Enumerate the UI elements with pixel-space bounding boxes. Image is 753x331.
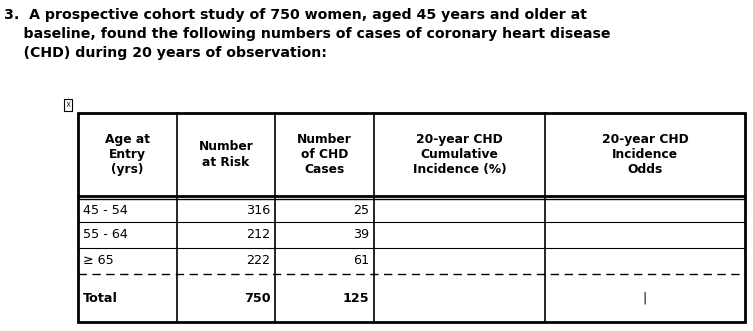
Text: 316: 316 <box>246 204 270 217</box>
Text: 25: 25 <box>353 204 369 217</box>
Text: 61: 61 <box>353 255 369 267</box>
Text: 212: 212 <box>246 228 270 242</box>
Text: 125: 125 <box>343 292 369 305</box>
Text: 20-year CHD
Incidence
Odds: 20-year CHD Incidence Odds <box>602 133 688 176</box>
Text: Number
of CHD
Cases: Number of CHD Cases <box>297 133 352 176</box>
Bar <box>78 113 745 322</box>
Text: 222: 222 <box>246 255 270 267</box>
Text: ≥ 65: ≥ 65 <box>83 255 114 267</box>
Text: Total: Total <box>83 292 118 305</box>
Text: Number
at Risk: Number at Risk <box>199 140 254 168</box>
Text: baseline, found the following numbers of cases of coronary heart disease: baseline, found the following numbers of… <box>4 27 611 41</box>
Text: 39: 39 <box>353 228 369 242</box>
Text: ☓: ☓ <box>66 100 71 110</box>
Text: 3.  A prospective cohort study of 750 women, aged 45 years and older at: 3. A prospective cohort study of 750 wom… <box>4 8 587 22</box>
Text: |: | <box>643 292 647 305</box>
Text: 45 - 54: 45 - 54 <box>83 204 128 217</box>
Text: 55 - 64: 55 - 64 <box>83 228 128 242</box>
Text: 20-year CHD
Cumulative
Incidence (%): 20-year CHD Cumulative Incidence (%) <box>413 133 506 176</box>
Text: (CHD) during 20 years of observation:: (CHD) during 20 years of observation: <box>4 46 327 60</box>
Text: Age at
Entry
(yrs): Age at Entry (yrs) <box>105 133 150 176</box>
Text: 750: 750 <box>244 292 270 305</box>
